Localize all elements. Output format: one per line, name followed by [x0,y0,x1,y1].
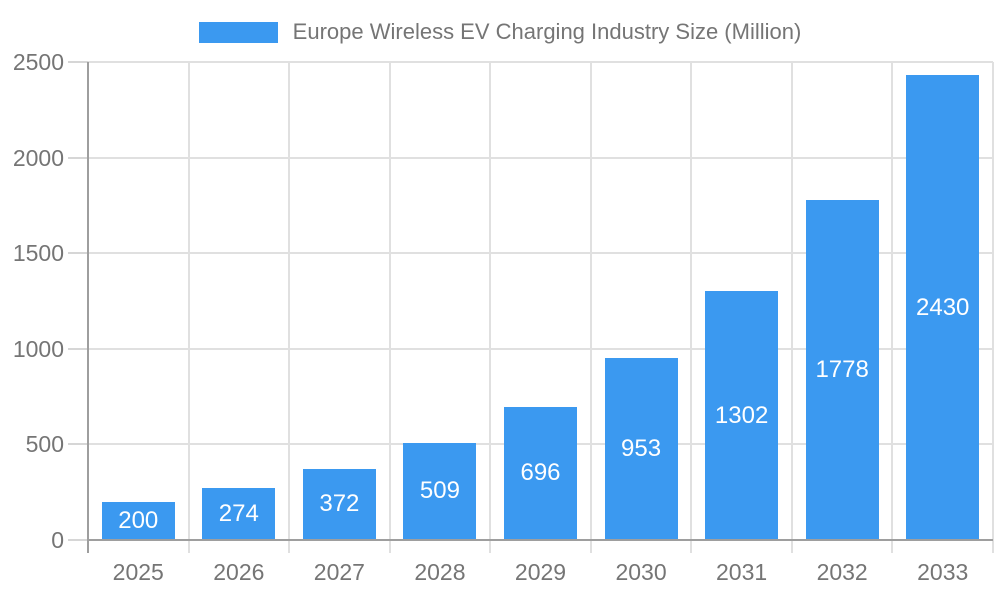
bar-value-label: 372 [319,490,360,518]
v-gridline [992,62,994,553]
legend: Europe Wireless EV Charging Industry Siz… [0,19,1000,45]
x-axis-label: 2032 [816,559,868,585]
x-axis-label: 2030 [615,559,667,585]
y-axis-label: 1500 [12,240,64,267]
x-axis-label: 2027 [313,559,365,585]
v-gridline [489,62,492,553]
bar-value-label: 509 [419,477,460,505]
bar: 696 [504,406,577,540]
y-axis-tick [68,252,88,255]
h-gridline [88,252,993,255]
legend-label: Europe Wireless EV Charging Industry Siz… [292,19,802,44]
v-gridline [891,62,894,553]
y-axis-label: 2500 [12,49,64,75]
x-axis-label: 2025 [112,559,164,585]
v-gridline [288,62,291,553]
bar-value-label: 2430 [916,293,970,321]
h-gridline [88,347,993,350]
x-axis-label: 2029 [514,559,567,585]
x-axis-label: 2026 [213,559,265,585]
y-axis-tick [68,347,88,350]
h-gridline [88,156,993,159]
y-axis-label: 500 [25,431,64,458]
bar: 1778 [805,200,879,540]
bar-value-label: 1778 [815,356,869,383]
y-axis-label: 0 [51,527,64,553]
y-axis-label: 2000 [12,144,64,171]
bar-value-label: 696 [520,459,561,487]
v-gridline [690,62,693,553]
bar-value-label: 274 [218,499,259,527]
bar: 372 [302,468,376,540]
x-axis-label: 2033 [917,559,969,585]
y-axis-line [87,62,89,553]
x-axis-label: 2028 [414,559,466,585]
bar: 953 [604,357,678,540]
bar: 274 [202,487,276,540]
bar: 1302 [705,291,779,540]
y-axis-tick [68,156,88,159]
v-gridline [589,62,592,553]
y-axis-tick [68,61,88,63]
y-axis-tick [68,443,88,446]
bar-value-label: 200 [118,506,159,534]
v-gridline [187,62,190,553]
bar-value-label: 953 [621,434,662,462]
y-axis-label: 1000 [12,335,64,362]
legend-swatch [198,21,278,43]
bar: 509 [403,442,477,540]
bar: 2430 [906,75,980,540]
x-axis-line [88,539,993,541]
v-gridline [388,62,391,553]
y-axis-tick [68,539,88,541]
v-gridline [790,62,793,553]
h-gridline [88,61,993,63]
bar: 200 [101,501,175,540]
x-axis-label: 2031 [716,559,768,585]
bar-value-label: 1302 [714,401,769,429]
